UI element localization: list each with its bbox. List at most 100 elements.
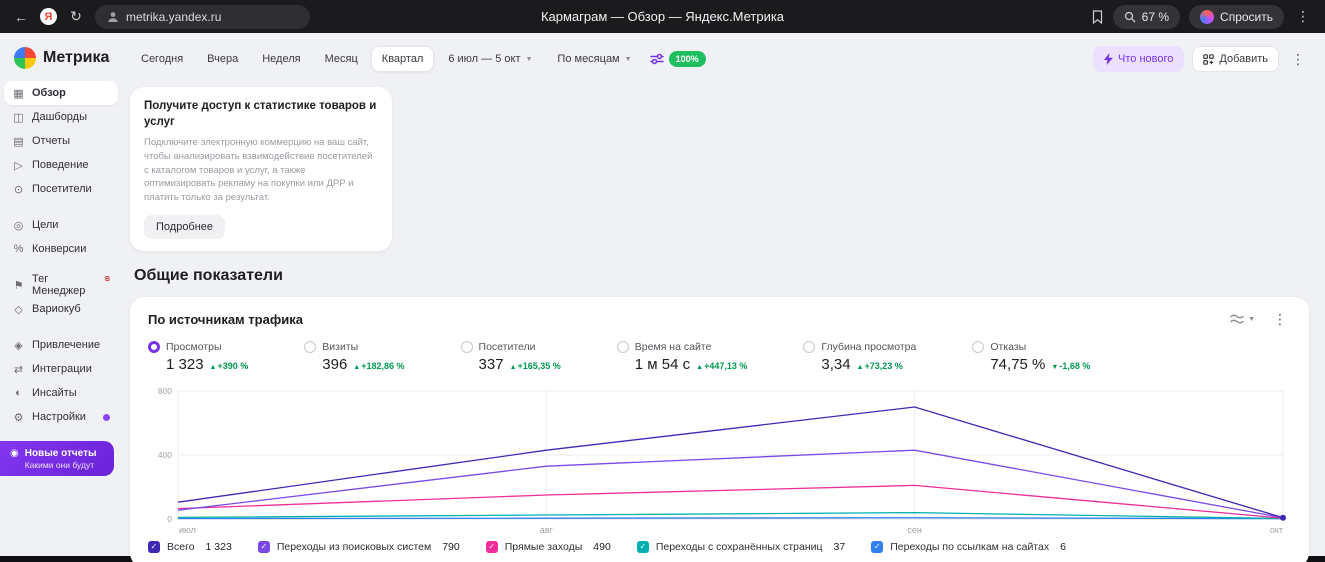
grouping-label: По месяцам xyxy=(557,53,620,65)
metric-delta: ▲+182,86 % xyxy=(353,360,405,371)
legend-label: Прямые заходы xyxy=(504,540,583,553)
whats-new-button[interactable]: Что нового xyxy=(1093,46,1185,72)
sidebar-item-reports[interactable]: ▤ Отчеты xyxy=(4,129,118,153)
legend-item-direct[interactable]: ✓ Прямые заходы 490 xyxy=(485,540,611,553)
metric-delta: ▲+390 % xyxy=(209,360,249,371)
legend-checkbox[interactable]: ✓ xyxy=(485,540,498,553)
x-tick-label: окт xyxy=(1270,525,1283,535)
sidebar-item-insights[interactable]: ◐ Инсайты xyxy=(4,381,118,405)
trend-arrow-icon: ▲ xyxy=(696,363,704,371)
sidebar-item-label: Привлечение xyxy=(32,339,101,351)
metric-radio[interactable] xyxy=(148,340,160,353)
legend-item-search-engines[interactable]: ✓ Переходы из поисковых систем 790 xyxy=(257,540,460,553)
sampling-badge[interactable]: 100% xyxy=(668,51,706,67)
legend-label: Переходы из поисковых систем xyxy=(276,540,432,553)
metrika-logo[interactable]: Метрика xyxy=(0,45,122,81)
goals-icon: ◎ xyxy=(13,219,24,232)
sidebar-item-tag-manager[interactable]: ⚑ Тег Менеджер B xyxy=(4,273,118,297)
line-direct xyxy=(177,484,1284,519)
period-button[interactable]: Сегодня xyxy=(130,46,194,72)
period-selector: Сегодня Вчера Неделя Месяц Квартал xyxy=(130,46,435,72)
chevron-down-icon: ▼ xyxy=(1248,315,1255,323)
toolbar-menu-icon[interactable]: ⋮ xyxy=(1291,50,1305,67)
yandex-browser-icon[interactable]: Я xyxy=(40,8,57,25)
sidebar-item-goals[interactable]: ◎ Цели xyxy=(4,213,118,237)
trend-arrow-icon: ▼ xyxy=(1051,363,1059,371)
sidebar-item-label: Отчеты xyxy=(32,135,71,147)
metric-value: 74,75 % xyxy=(990,355,1046,373)
legend-item-saved-pages[interactable]: ✓ Переходы с сохранённых страниц 37 xyxy=(636,540,846,553)
metric-bounce[interactable]: Отказы 74,75 % ▼-1,68 % xyxy=(972,340,1090,373)
legend-item-site-links[interactable]: ✓ Переходы по ссылкам на сайтах 6 xyxy=(871,540,1066,553)
sidebar-item-integrations[interactable]: ⇄ Интеграции xyxy=(4,357,118,381)
sidebar-item-overview[interactable]: ▦ Обзор xyxy=(4,81,118,105)
metric-radio[interactable] xyxy=(460,340,473,353)
trend-arrow-icon: ▲ xyxy=(353,363,361,371)
add-button[interactable]: Добавить xyxy=(1192,46,1279,72)
chart-display-settings-button[interactable]: ▼ xyxy=(1230,313,1255,325)
legend-label: Переходы с сохранённых страниц xyxy=(655,540,823,553)
legend-value: 6 xyxy=(1060,540,1066,553)
conversions-icon: % xyxy=(13,243,24,255)
card-menu-icon[interactable]: ⋮ xyxy=(1273,310,1287,327)
period-button[interactable]: Вчера xyxy=(196,46,249,72)
bookmark-icon[interactable] xyxy=(1091,9,1104,24)
line-endpoint-dot xyxy=(1280,514,1286,521)
legend-checkbox[interactable]: ✓ xyxy=(148,540,160,553)
integrations-icon: ⇄ xyxy=(13,363,24,376)
metric-radio[interactable] xyxy=(972,340,985,353)
date-range-button[interactable]: 6 июл — 5 окт ▼ xyxy=(437,46,543,72)
notification-dot xyxy=(103,413,110,421)
sidebar-item-settings[interactable]: ⚙ Настройки xyxy=(4,405,118,429)
sidebar-item-variocube[interactable]: ◇ Вариокуб xyxy=(4,297,118,321)
period-button[interactable]: Квартал xyxy=(370,46,435,72)
beta-badge: B xyxy=(104,276,110,283)
promo-more-button[interactable]: Подробнее xyxy=(144,214,226,239)
reload-icon[interactable]: ↻ xyxy=(70,8,82,24)
metric-pageviews[interactable]: Просмотры 1 323 ▲+390 % xyxy=(148,340,249,373)
sidebar-item-label: Вариокуб xyxy=(32,303,81,315)
variocube-icon: ◇ xyxy=(14,303,23,316)
legend-checkbox[interactable]: ✓ xyxy=(871,540,884,553)
x-tick-label: июл xyxy=(179,525,196,535)
legend-item-total[interactable]: ✓ Всего 1 323 xyxy=(148,540,232,553)
period-button[interactable]: Месяц xyxy=(314,46,369,72)
sidebar-item-visitors[interactable]: ⊙ Посетители xyxy=(4,177,118,201)
period-button[interactable]: Неделя xyxy=(251,46,311,72)
add-label: Добавить xyxy=(1219,53,1268,65)
metric-time-on-site[interactable]: Время на сайте 1 м 54 с ▲+447,13 % xyxy=(616,340,747,373)
metric-visits[interactable]: Визиты 396 ▲+182,86 % xyxy=(304,340,405,373)
ask-button[interactable]: Спросить xyxy=(1189,4,1284,29)
sidebar-item-conversions[interactable]: % Конверсии xyxy=(4,237,118,261)
filters-button[interactable] xyxy=(646,52,668,66)
promo-body: Подключите электронную коммерцию на ваш … xyxy=(144,137,373,204)
trend-arrow-icon: ▲ xyxy=(509,363,517,371)
dashboards-icon: ◫ xyxy=(13,111,24,124)
zoom-indicator[interactable]: 67 % xyxy=(1112,4,1181,29)
grouping-button[interactable]: По месяцам ▼ xyxy=(546,46,642,72)
metric-radio[interactable] xyxy=(616,340,629,353)
legend-value: 37 xyxy=(833,540,846,553)
sidebar-item-dashboards[interactable]: ◫ Дашборды xyxy=(4,105,118,129)
ecommerce-promo-card: Получите доступ к статистике товаров и у… xyxy=(130,87,392,251)
metrika-logo-icon xyxy=(14,47,36,69)
traffic-line-chart[interactable]: 0 400 800 июл авг сен окт xyxy=(148,381,1291,539)
chart-lines-icon xyxy=(1230,314,1244,324)
back-icon[interactable]: ← xyxy=(14,8,28,25)
page-title: Кармаграм — Обзор — Яндекс.Метрика xyxy=(540,9,785,24)
x-tick-label: сен xyxy=(907,525,922,535)
legend-checkbox[interactable]: ✓ xyxy=(636,540,649,553)
legend-label: Переходы по ссылкам на сайтах xyxy=(890,540,1050,553)
metric-visitors[interactable]: Посетители 337 ▲+165,35 % xyxy=(460,340,561,373)
legend-checkbox[interactable]: ✓ xyxy=(257,540,270,553)
metric-depth[interactable]: Глубина просмотра 3,34 ▲+73,23 % xyxy=(803,340,916,373)
metric-radio[interactable] xyxy=(803,340,816,353)
new-reports-banner[interactable]: ◉ Новые отчеты Какими они будут xyxy=(0,441,114,476)
metric-radio[interactable] xyxy=(304,340,317,353)
browser-menu-icon[interactable]: ⋮ xyxy=(1296,8,1310,24)
profile-icon xyxy=(108,11,118,22)
sidebar-item-behavior[interactable]: ▷ Поведение xyxy=(4,153,118,177)
metric-value: 396 xyxy=(322,355,348,373)
address-bar[interactable]: metrika.yandex.ru xyxy=(95,4,310,29)
sidebar-item-acquisition[interactable]: ◈ Привлечение xyxy=(4,333,118,357)
